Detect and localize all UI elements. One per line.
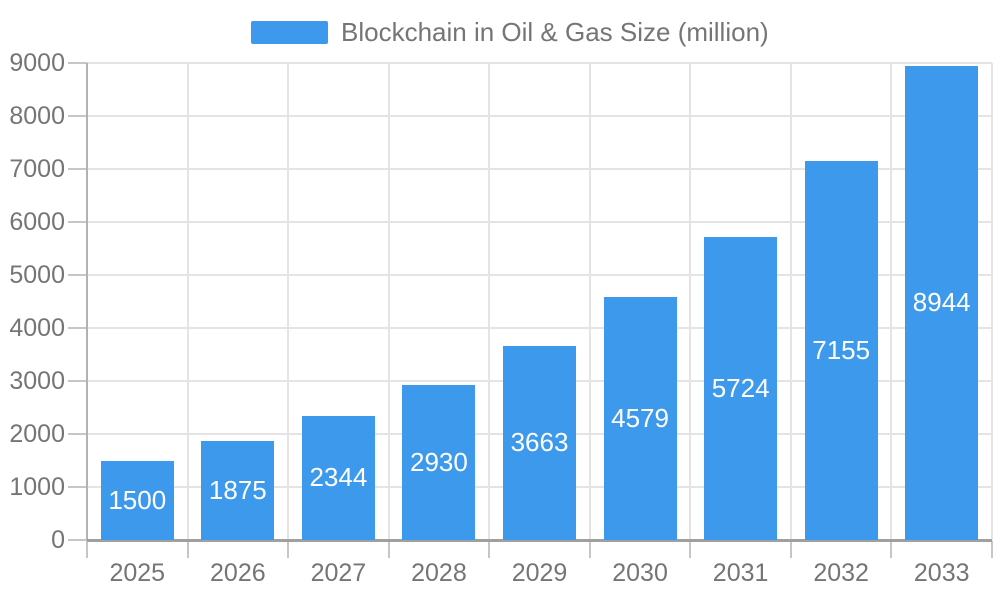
h-gridline-9000 xyxy=(87,62,992,64)
x-axis-label-2028: 2028 xyxy=(411,559,467,587)
bar-2027[interactable]: 2344 xyxy=(301,415,375,540)
x-axis-label-2033: 2033 xyxy=(913,559,970,587)
bar-value-label-2025: 1500 xyxy=(108,484,167,515)
h-gridline-7000 xyxy=(87,168,992,170)
x-axis-label-2026: 2026 xyxy=(210,559,266,587)
v-gridline-9 xyxy=(991,63,993,540)
v-gridline-7 xyxy=(789,63,792,540)
x-axis-label-2027: 2027 xyxy=(310,559,367,587)
x-axis-label-2025: 2025 xyxy=(109,559,166,587)
y-axis-label-4000: 4000 xyxy=(9,314,65,342)
h-gridline-4000 xyxy=(87,327,992,329)
bar-2031[interactable]: 5724 xyxy=(704,236,778,540)
y-axis-label-3000: 3000 xyxy=(9,367,65,395)
bar-value-label-2030: 4579 xyxy=(611,403,669,434)
y-axis-label-8000: 8000 xyxy=(9,102,65,130)
y-tick-7000 xyxy=(68,168,87,170)
y-tick-2000 xyxy=(68,433,87,435)
x-tick-8 xyxy=(890,541,893,558)
bar-value-label-2027: 2344 xyxy=(309,462,368,493)
bar-2028[interactable]: 2930 xyxy=(402,384,476,540)
y-tick-4000 xyxy=(68,327,87,329)
bar-value-label-2028: 2930 xyxy=(410,446,468,477)
chart-legend[interactable]: Blockchain in Oil & Gas Size (million) xyxy=(251,15,769,49)
v-gridline-8 xyxy=(890,63,893,540)
x-tick-0 xyxy=(86,541,88,558)
bar-2025[interactable]: 1500 xyxy=(100,460,174,540)
x-axis-label-2031: 2031 xyxy=(712,559,769,587)
bar-2032[interactable]: 7155 xyxy=(804,160,878,540)
bar-value-label-2029: 3663 xyxy=(510,427,569,458)
y-axis-label-6000: 6000 xyxy=(9,208,65,236)
x-tick-6 xyxy=(689,541,692,558)
h-gridline-6000 xyxy=(87,221,992,223)
bar-value-label-2032: 7155 xyxy=(812,334,871,365)
y-axis-label-5000: 5000 xyxy=(9,261,65,289)
y-axis-label-0: 0 xyxy=(51,526,65,554)
bar-2030[interactable]: 4579 xyxy=(603,297,677,540)
bar-value-label-2031: 5724 xyxy=(711,372,770,403)
y-tick-5000 xyxy=(68,274,87,276)
y-axis-label-7000: 7000 xyxy=(9,155,65,183)
x-axis-line xyxy=(87,539,992,542)
legend-label: Blockchain in Oil & Gas Size (million) xyxy=(341,16,769,47)
bar-2026[interactable]: 1875 xyxy=(201,440,275,540)
x-tick-3 xyxy=(387,541,390,558)
x-axis-label-2032: 2032 xyxy=(813,559,869,587)
x-tick-5 xyxy=(588,541,591,558)
bar-value-label-2033: 8944 xyxy=(912,287,971,318)
x-axis-label-2029: 2029 xyxy=(511,559,568,587)
y-tick-0 xyxy=(68,539,87,541)
bar-value-label-2026: 1875 xyxy=(208,474,267,505)
v-gridline-4 xyxy=(488,63,491,540)
v-gridline-1 xyxy=(186,63,189,540)
v-gridline-3 xyxy=(387,63,390,540)
x-tick-7 xyxy=(789,541,792,558)
v-gridline-5 xyxy=(588,63,591,540)
v-gridline-2 xyxy=(287,63,290,540)
x-axis-label-2030: 2030 xyxy=(612,559,668,587)
legend-swatch-icon xyxy=(251,20,328,44)
h-gridline-5000 xyxy=(87,274,992,276)
h-gridline-8000 xyxy=(87,115,992,117)
bar-2029[interactable]: 3663 xyxy=(503,345,576,540)
x-tick-4 xyxy=(488,541,491,558)
y-axis-line xyxy=(86,63,88,540)
x-tick-2 xyxy=(287,541,290,558)
bar-2033[interactable]: 8944 xyxy=(905,65,979,540)
y-tick-6000 xyxy=(68,221,87,223)
x-tick-1 xyxy=(186,541,189,558)
y-tick-1000 xyxy=(68,486,87,488)
y-tick-3000 xyxy=(68,380,87,382)
y-tick-9000 xyxy=(68,62,87,64)
y-axis-label-2000: 2000 xyxy=(9,420,65,448)
x-tick-9 xyxy=(991,541,993,558)
y-axis-label-1000: 1000 xyxy=(9,473,65,501)
y-axis-label-9000: 9000 xyxy=(9,49,65,77)
y-tick-8000 xyxy=(68,115,87,117)
v-gridline-6 xyxy=(689,63,692,540)
